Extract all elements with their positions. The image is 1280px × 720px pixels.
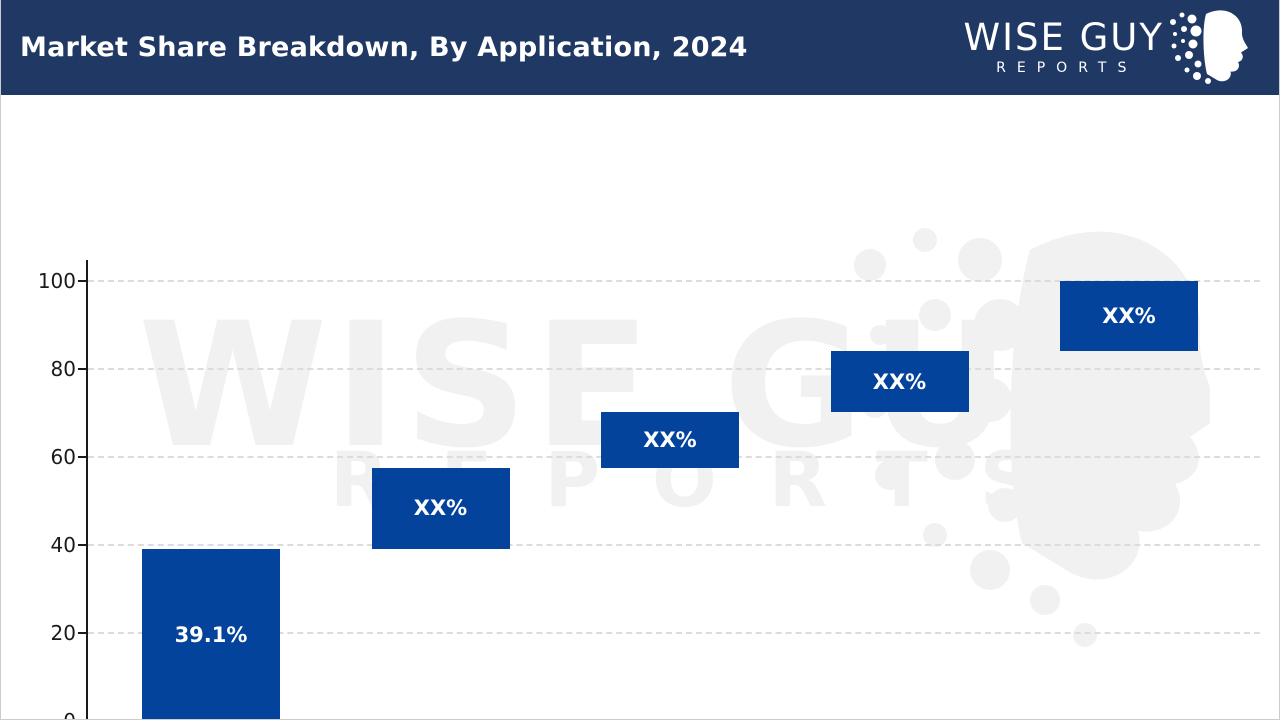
wiseguy-logo: WISE GUY REPORTS (964, 6, 1252, 90)
bar-retail: 39.1% (142, 548, 280, 720)
y-axis-spine (86, 260, 88, 720)
y-tick-mark-20 (78, 632, 86, 634)
bar-transportation: XX% (1060, 281, 1198, 351)
bar-entertainment: XX% (830, 350, 969, 413)
wiseguy-face-icon (1170, 9, 1248, 84)
y-tick-mark-80 (78, 368, 86, 370)
y-tick-label-80: 80 (50, 357, 76, 381)
y-tick-label-40: 40 (50, 533, 76, 557)
bar-value-label-healthcare: XX% (643, 427, 697, 452)
page-title: Market Share Breakdown, By Application, … (20, 32, 748, 63)
gridline-40 (88, 544, 1260, 546)
y-tick-label-100: 100 (37, 269, 76, 293)
y-tick-mark-100 (78, 280, 86, 282)
y-tick-mark-40 (78, 544, 86, 546)
logo-text: WISE GUY REPORTS (964, 19, 1164, 76)
y-tick-label-20: 20 (50, 621, 76, 645)
bar-hospitality: XX% (371, 467, 510, 549)
bar-value-label-entertainment: XX% (872, 369, 927, 394)
logo-subtext: REPORTS (996, 60, 1138, 76)
header-bar: Market Share Breakdown, By Application, … (0, 0, 1280, 95)
logo-wordmark: WISE GUY (963, 16, 1164, 59)
bar-healthcare: XX% (601, 412, 739, 468)
bar-value-label-retail: 39.1% (174, 622, 248, 647)
bar-value-label-transportation: XX% (1102, 303, 1156, 328)
gridline-20 (88, 632, 1260, 634)
y-tick-label-0: 0 (8, 709, 76, 720)
chart-area: WISE GUY REPORTS 02040608010039.1%Retail… (0, 95, 1280, 720)
gridline-100 (88, 280, 1260, 282)
y-tick-mark-60 (78, 456, 86, 458)
bar-value-label-hospitality: XX% (413, 496, 468, 521)
y-tick-label-60: 60 (50, 445, 76, 469)
gridline-80 (88, 368, 1260, 370)
waterfall-chart: 02040608010039.1%RetailXX%HospitalityXX%… (0, 95, 1280, 720)
